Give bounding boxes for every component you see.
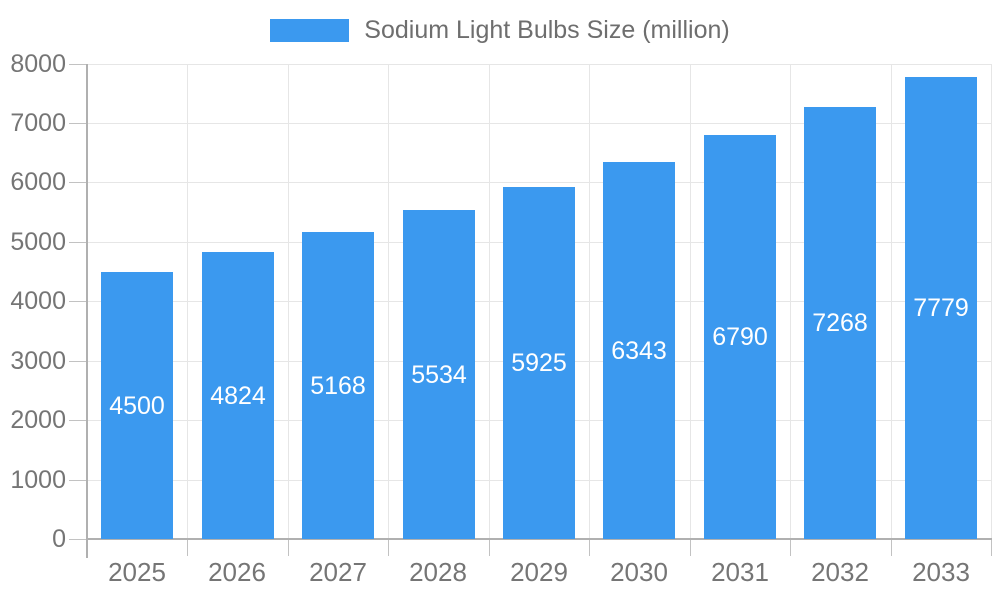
x-tick — [589, 539, 590, 556]
v-gridline — [690, 64, 691, 540]
x-tick-label: 2031 — [711, 557, 769, 587]
y-tick-label: 5000 — [10, 228, 66, 256]
y-tick-label: 2000 — [10, 406, 66, 434]
x-tick — [891, 539, 892, 556]
y-tick — [69, 64, 87, 65]
bar-value-label: 7779 — [913, 294, 969, 322]
x-tick-label: 2029 — [510, 557, 568, 587]
legend-swatch — [270, 18, 350, 42]
y-tick — [69, 182, 87, 183]
v-gridline — [489, 64, 490, 540]
bar[interactable] — [403, 210, 475, 539]
x-tick-label: 2030 — [610, 557, 668, 587]
y-tick-label: 1000 — [10, 466, 66, 494]
bar-value-label: 4500 — [109, 392, 165, 420]
bar[interactable] — [101, 272, 173, 539]
y-tick — [69, 361, 87, 362]
v-gridline — [388, 64, 389, 540]
bar[interactable] — [905, 77, 977, 539]
v-gridline — [991, 64, 992, 540]
y-tick-label: 0 — [52, 525, 66, 553]
y-tick — [69, 242, 87, 243]
bar-value-label: 6790 — [712, 323, 768, 351]
x-tick — [489, 539, 490, 556]
bar-value-label: 7268 — [812, 309, 868, 337]
x-tick-label: 2026 — [208, 557, 266, 587]
y-tick — [69, 123, 87, 124]
x-tick-label: 2028 — [409, 557, 467, 587]
legend-label: Sodium Light Bulbs Size (million) — [364, 16, 730, 44]
y-tick-label: 3000 — [10, 347, 66, 375]
bar-value-label: 4824 — [210, 382, 266, 410]
bar-value-label: 5534 — [411, 361, 467, 389]
bar[interactable] — [704, 135, 776, 539]
v-gridline — [891, 64, 892, 540]
x-tick-label: 2033 — [912, 557, 970, 587]
bar[interactable] — [804, 107, 876, 539]
bar-value-label: 6343 — [611, 337, 667, 365]
y-tick — [69, 420, 87, 421]
x-tick — [690, 539, 691, 556]
x-tick — [288, 539, 289, 556]
v-gridline — [790, 64, 791, 540]
h-gridline — [87, 123, 991, 124]
x-tick — [388, 539, 389, 556]
y-tick — [69, 539, 87, 540]
y-axis-line — [86, 64, 88, 558]
x-tick — [991, 539, 992, 556]
h-gridline — [87, 182, 991, 183]
x-tick — [187, 539, 188, 556]
bar[interactable] — [603, 162, 675, 539]
legend-item[interactable]: Sodium Light Bulbs Size (million) — [0, 16, 1000, 44]
y-tick — [69, 480, 87, 481]
y-tick-label: 4000 — [10, 287, 66, 315]
x-tick — [790, 539, 791, 556]
x-tick-label: 2025 — [108, 557, 166, 587]
x-axis-line — [86, 538, 992, 540]
v-gridline — [288, 64, 289, 540]
bar-value-label: 5168 — [310, 372, 366, 400]
y-tick-label: 7000 — [10, 109, 66, 137]
x-tick-label: 2027 — [309, 557, 367, 587]
h-gridline — [87, 64, 991, 65]
bar[interactable] — [202, 252, 274, 539]
y-tick — [69, 301, 87, 302]
bar[interactable] — [302, 232, 374, 539]
x-tick-label: 2032 — [811, 557, 869, 587]
y-tick-label: 6000 — [10, 168, 66, 196]
bar-value-label: 5925 — [511, 349, 567, 377]
y-tick-label: 8000 — [10, 50, 66, 78]
v-gridline — [589, 64, 590, 540]
v-gridline — [187, 64, 188, 540]
bar[interactable] — [503, 187, 575, 539]
